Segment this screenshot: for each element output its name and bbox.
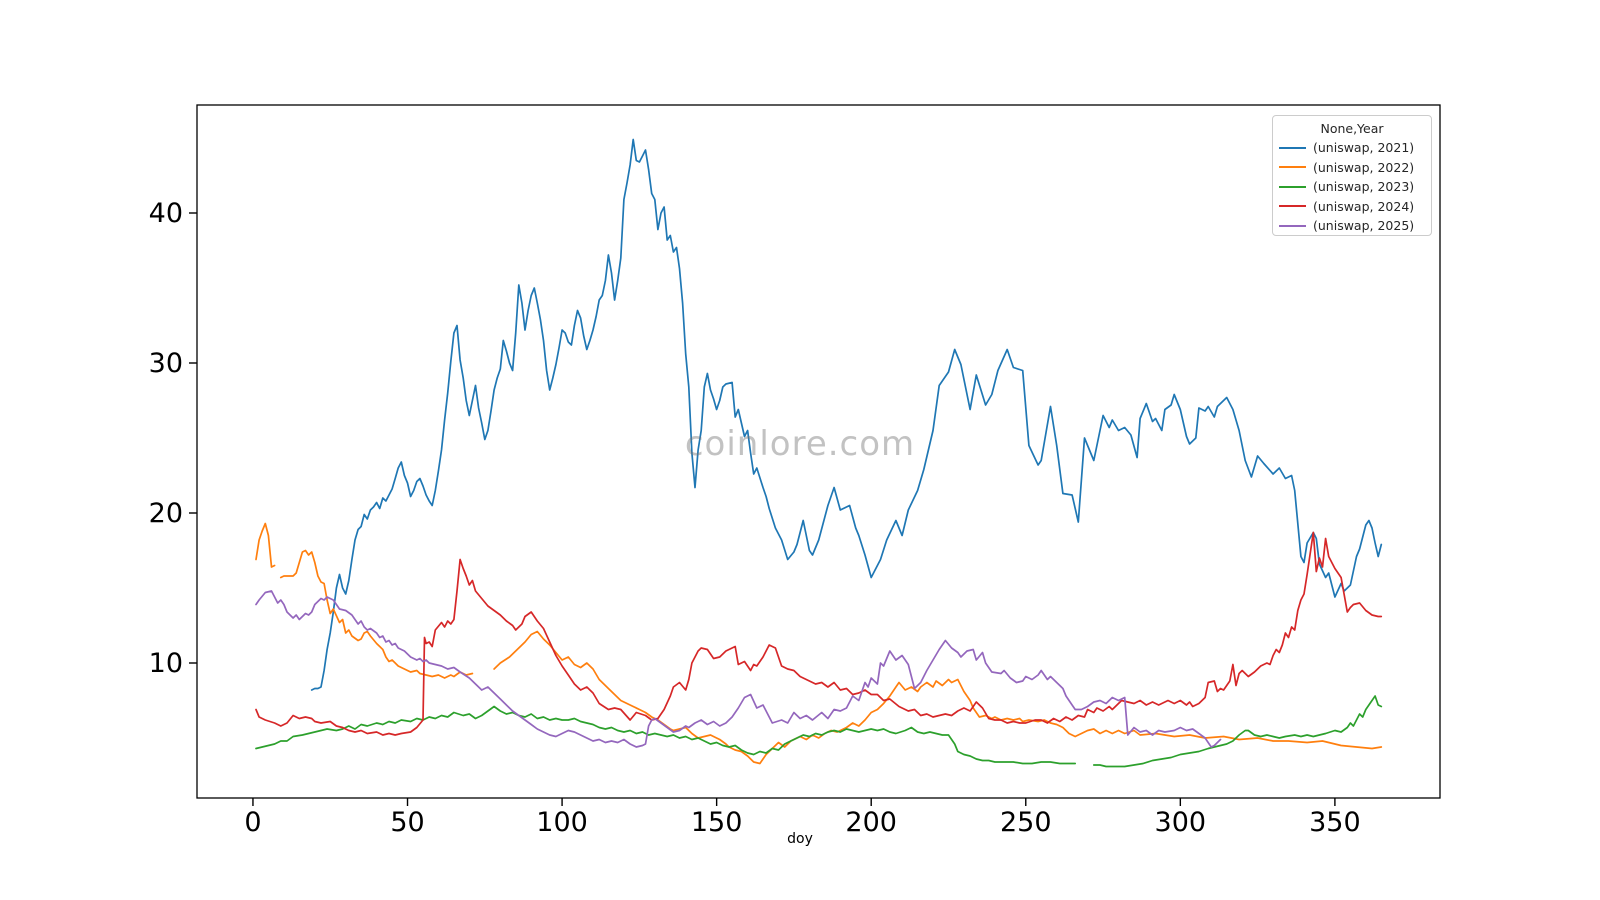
x-tick-label: 300 <box>1155 807 1207 838</box>
series-line-uniswap2023 <box>1092 695 1383 768</box>
x-tick-label: 150 <box>691 807 743 838</box>
legend-line-swatch <box>1279 205 1306 208</box>
legend-line-swatch <box>1279 224 1306 227</box>
legend-entry: (uniswap, 2024) <box>1279 197 1425 217</box>
legend-entry-label: (uniswap, 2025) <box>1313 218 1415 234</box>
legend-entry-label: (uniswap, 2021) <box>1313 140 1415 156</box>
x-tick-label: 350 <box>1309 807 1361 838</box>
plot-area-border <box>196 104 1441 799</box>
legend-entry: (uniswap, 2023) <box>1279 177 1425 197</box>
series-line-uniswap2025 <box>255 590 1222 748</box>
series-line-uniswap2023 <box>255 705 1077 765</box>
y-tick-label: 20 <box>149 498 183 529</box>
x-tick-label: 200 <box>845 807 897 838</box>
x-tick-label: 0 <box>244 807 261 838</box>
legend-line-swatch <box>1279 146 1306 149</box>
legend-entry-label: (uniswap, 2023) <box>1313 179 1415 195</box>
legend-entry: (uniswap, 2021) <box>1279 138 1425 158</box>
y-tick-label: 30 <box>149 348 183 379</box>
y-tick-label: 40 <box>149 198 183 229</box>
x-tick-label: 100 <box>536 807 588 838</box>
legend-title: None,Year <box>1320 121 1384 136</box>
series-line-uniswap2022 <box>255 522 276 568</box>
x-tick-label: 250 <box>1000 807 1052 838</box>
legend-line-swatch <box>1279 166 1306 169</box>
legend-line-swatch <box>1279 185 1306 188</box>
y-tick-label: 10 <box>149 648 183 679</box>
x-axis-label: doy <box>787 831 813 847</box>
legend-entry-label: (uniswap, 2022) <box>1313 159 1415 175</box>
legend-entries: (uniswap, 2021) (uniswap, 2022) (uniswap, … <box>1279 138 1425 236</box>
legend-entry: (uniswap, 2022) <box>1279 158 1425 178</box>
series-line-uniswap2024 <box>255 531 1383 736</box>
series-line-uniswap2022 <box>493 630 1383 765</box>
x-tick-label: 50 <box>390 807 424 838</box>
series-line-uniswap2022 <box>279 549 474 679</box>
legend: None,Year (uniswap, 2021) (uniswap, 2022)… <box>1272 115 1432 236</box>
series-line-uniswap2021 <box>310 138 1383 691</box>
legend-entry-label: (uniswap, 2024) <box>1313 198 1415 214</box>
legend-entry: (uniswap, 2025) <box>1279 216 1425 236</box>
